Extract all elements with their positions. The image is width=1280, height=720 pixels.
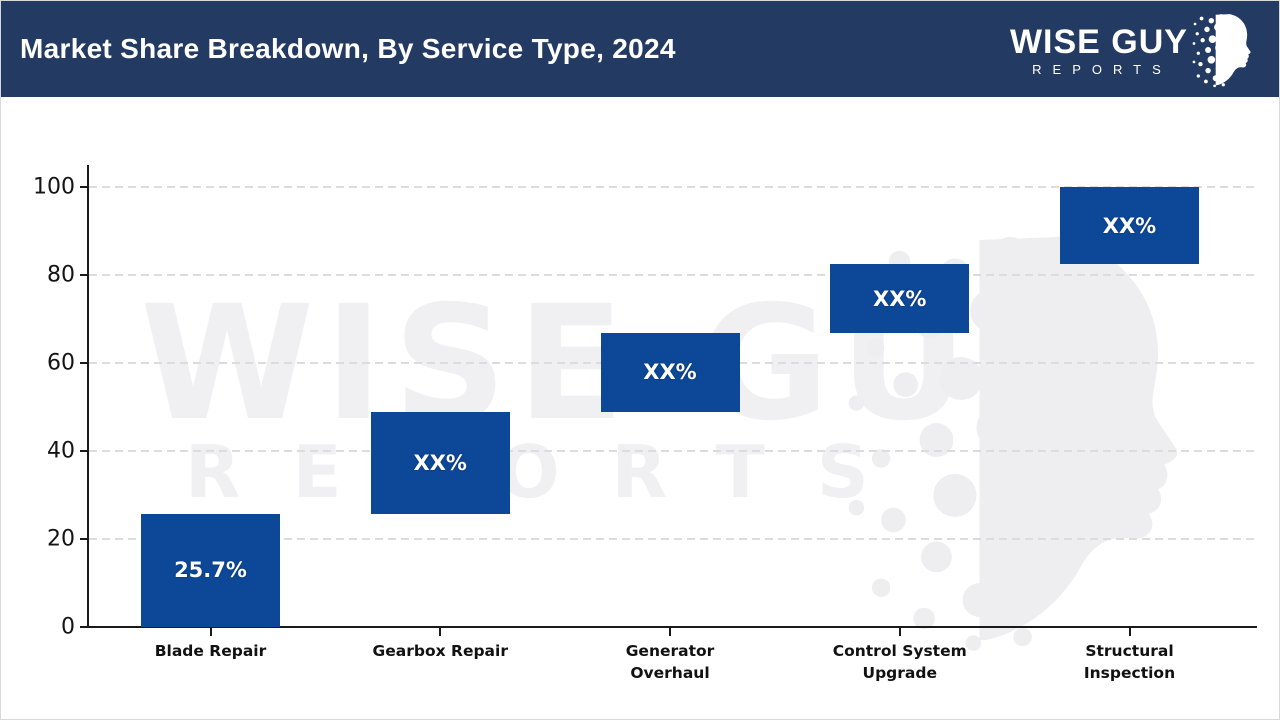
bar-value-label: 25.7% (174, 558, 247, 583)
y-tick-mark (80, 186, 88, 188)
y-tick-mark (80, 626, 88, 628)
x-tick-mark (209, 628, 212, 636)
y-tick-label: 60 (47, 350, 75, 376)
page-title: Market Share Breakdown, By Service Type,… (20, 32, 676, 64)
x-tick-label-gearbox-repair: Gearbox Repair (372, 642, 508, 660)
x-tick-mark (898, 628, 901, 636)
bar-blade-repair: 25.7% (141, 513, 280, 627)
logo-text: WISE GUY REPORTS (1010, 25, 1188, 76)
x-tick-mark (669, 628, 671, 636)
x-tick-label-generator-overhaul: Generator Overhaul (625, 642, 715, 682)
y-tick-label: 20 (47, 526, 75, 552)
wise-guy-logo: WISE GUY REPORTS (1010, 8, 1262, 92)
y-tick-label: 80 (47, 262, 75, 288)
x-tick-mark (1128, 628, 1131, 636)
gridline (89, 274, 1256, 276)
gridline (89, 186, 1256, 188)
logo-face-icon (1192, 14, 1251, 88)
bar-value-label: XX% (643, 360, 697, 385)
x-tick-mark (439, 628, 442, 636)
y-tick-mark (80, 538, 88, 540)
bar-generator-overhaul: XX% (600, 332, 740, 412)
bar-gearbox-repair: XX% (370, 411, 510, 514)
bar-structural-inspection: XX% (1060, 187, 1199, 265)
y-tick-label: 100 (33, 174, 75, 200)
y-tick-mark (80, 362, 88, 364)
bar-control-system-upgrade: XX% (830, 264, 970, 333)
x-axis-line (87, 626, 1257, 628)
gridline (89, 538, 1256, 540)
x-tick-label-control-system-upgrade: Control System Upgrade (832, 642, 967, 682)
y-tick-mark (80, 274, 88, 276)
watermark-reports: REPORTS (185, 430, 921, 514)
header: Market Share Breakdown, By Service Type,… (0, 0, 1280, 97)
y-tick-label: 0 (61, 614, 75, 640)
y-tick-mark (80, 450, 88, 452)
gridline (89, 450, 1256, 452)
x-tick-label-structural-inspection: Structural Inspection (1083, 642, 1176, 682)
logo-reports-text: REPORTS (1032, 61, 1172, 77)
bar-value-label: XX% (1102, 213, 1157, 238)
y-tick-label: 40 (47, 438, 75, 464)
logo-wise-guy-text: WISE GUY (1009, 22, 1188, 61)
x-tick-label-blade-repair: Blade Repair (154, 642, 267, 660)
bar-value-label: XX% (873, 286, 927, 311)
y-axis-line (87, 165, 89, 627)
bar-value-label: XX% (413, 450, 467, 475)
